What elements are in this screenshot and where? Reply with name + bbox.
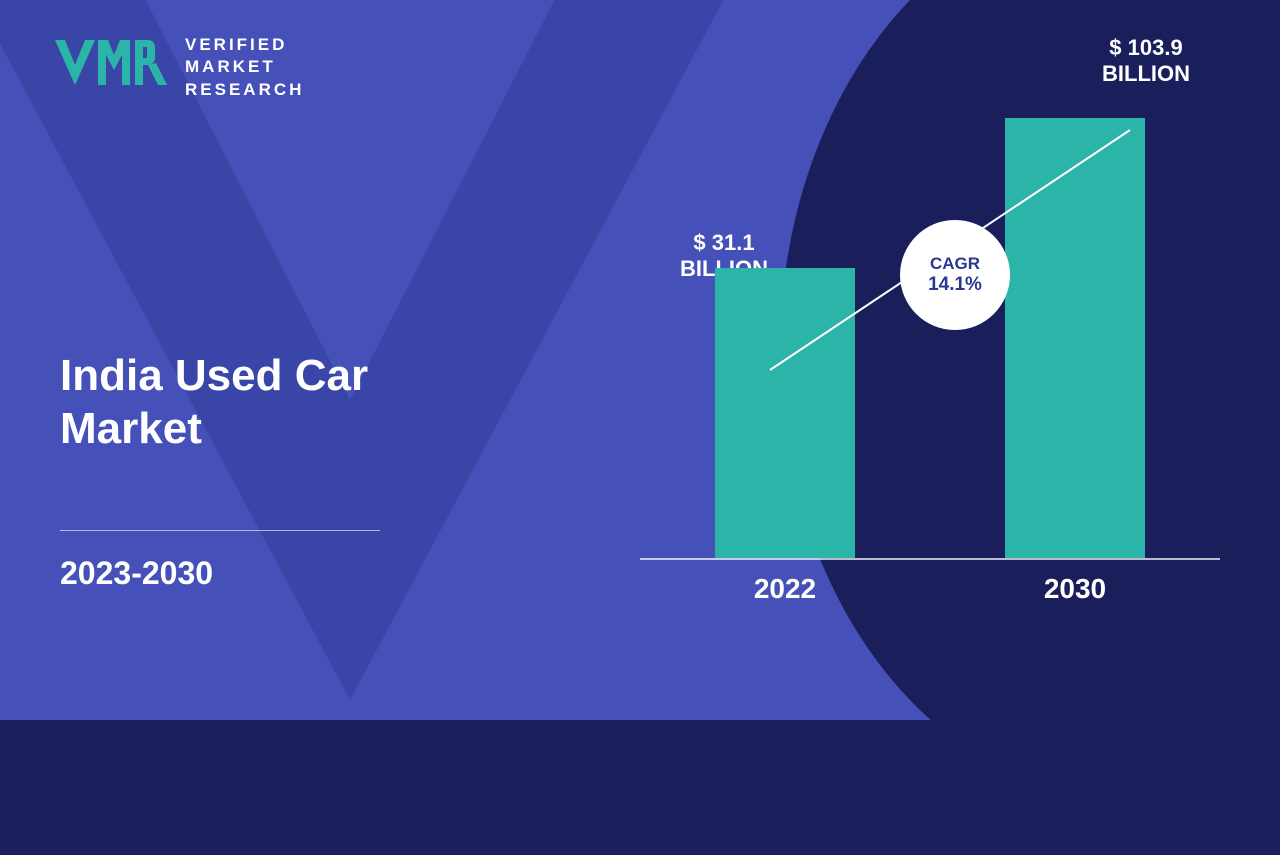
bar-chart: $ 31.1BILLION $ 103.9BILLION CAGR 14.1% … [640,80,1220,620]
logo: VERIFIED MARKET RESEARCH [50,30,304,105]
cagr-badge: CAGR 14.1% [900,220,1010,330]
cagr-label: CAGR [930,254,980,274]
logo-line1: VERIFIED [185,34,304,56]
logo-line3: RESEARCH [185,79,304,101]
logo-line2: MARKET [185,56,304,78]
cagr-value: 14.1% [928,274,982,296]
title-divider [60,530,380,531]
bars-container [640,100,1220,560]
forecast-period: 2023-2030 [60,555,213,592]
x-axis: 2022 2030 [640,573,1220,605]
vmr-logo-icon [50,30,170,105]
chart-title: India Used Car Market [60,350,460,456]
x-label-2030: 2030 [985,573,1165,605]
bar-2022 [715,268,855,558]
x-label-2022: 2022 [695,573,875,605]
bar-value-label-2030: $ 103.9BILLION [1102,35,1190,88]
bar-group-2022 [695,268,875,558]
logo-text: VERIFIED MARKET RESEARCH [185,34,304,100]
bar-2030 [1005,118,1145,558]
bar-group-2030 [985,118,1165,558]
